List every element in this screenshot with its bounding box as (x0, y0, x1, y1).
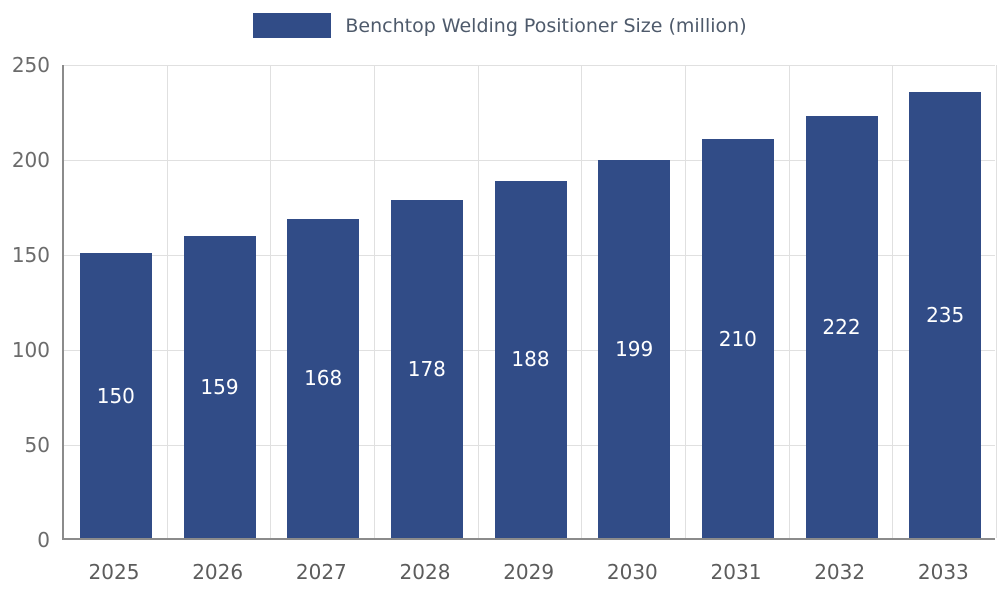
legend: Benchtop Welding Positioner Size (millio… (0, 13, 1000, 38)
gridline (64, 65, 995, 66)
y-tick-label: 150 (11, 243, 50, 267)
gridline (892, 65, 894, 538)
bar-value-label: 168 (304, 366, 343, 391)
bar-value-label: 150 (96, 383, 135, 408)
bar: 222 (805, 116, 878, 538)
x-tick-label: 2033 (917, 560, 969, 584)
y-tick-label: 200 (11, 148, 50, 172)
bar: 199 (598, 159, 671, 538)
y-tick-label: 100 (11, 338, 50, 362)
x-tick-label: 2028 (399, 560, 451, 584)
bar-value-label: 178 (407, 356, 446, 381)
x-tick-label: 2030 (606, 560, 658, 584)
gridline (166, 65, 168, 538)
x-tick-label: 2025 (88, 560, 140, 584)
bar-value-label: 235 (926, 302, 965, 327)
y-tick-label: 50 (24, 433, 50, 457)
gridline (788, 65, 790, 538)
bar-value-label: 222 (822, 315, 861, 340)
legend-swatch (253, 13, 332, 38)
x-tick-label: 2031 (710, 560, 762, 584)
bar-value-label: 159 (200, 374, 239, 399)
gridline (477, 65, 479, 538)
x-tick-label: 2026 (192, 560, 244, 584)
gridline (581, 65, 583, 538)
legend-label: Benchtop Welding Positioner Size (millio… (345, 14, 747, 37)
bar: 159 (183, 235, 256, 538)
bar: 178 (390, 199, 463, 538)
x-tick-label: 2032 (814, 560, 866, 584)
gridline (270, 65, 272, 538)
bar-value-label: 199 (615, 336, 654, 361)
x-tick-label: 2029 (503, 560, 555, 584)
plot-area: 150 159 168 178 188 199 210 222 235 (62, 65, 997, 540)
bar-value-label: 210 (718, 326, 757, 351)
y-tick-label: 250 (11, 53, 50, 77)
bar: 168 (287, 218, 360, 538)
gridline (374, 65, 375, 538)
bar: 150 (79, 253, 152, 538)
bar: 235 (909, 91, 982, 538)
gridline (64, 160, 995, 161)
y-tick-label: 0 (37, 528, 50, 552)
gridline (685, 65, 686, 538)
x-tick-label: 2027 (295, 560, 347, 584)
gridline (996, 65, 997, 538)
bar: 210 (701, 139, 774, 538)
bar-value-label: 188 (511, 347, 550, 372)
bar: 188 (494, 180, 567, 538)
